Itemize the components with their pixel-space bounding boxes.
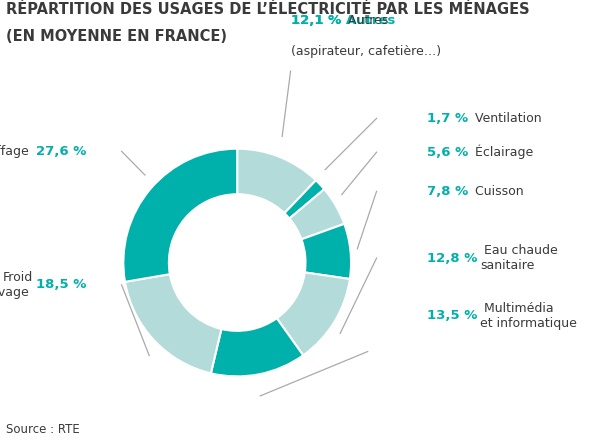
Wedge shape <box>125 274 221 373</box>
Wedge shape <box>123 149 237 282</box>
Text: 13,5 %: 13,5 % <box>427 309 477 323</box>
Text: 18,5 %: 18,5 % <box>36 278 86 291</box>
Text: Cuisson: Cuisson <box>471 185 524 198</box>
Text: Éclairage: Éclairage <box>471 145 534 159</box>
Text: Chauffage: Chauffage <box>0 145 33 158</box>
Text: (EN MOYENNE EN FRANCE): (EN MOYENNE EN FRANCE) <box>6 29 227 44</box>
Text: Multimédia
et informatique: Multimédia et informatique <box>480 302 577 330</box>
Text: Eau chaude
sanitaire: Eau chaude sanitaire <box>480 244 558 272</box>
Wedge shape <box>285 180 324 218</box>
Wedge shape <box>289 189 345 239</box>
Text: Ventilation: Ventilation <box>471 112 541 125</box>
Text: 5,6 %: 5,6 % <box>427 146 468 159</box>
Wedge shape <box>211 318 303 376</box>
Wedge shape <box>237 149 316 213</box>
Text: 12,1 %: 12,1 % <box>291 14 341 27</box>
Wedge shape <box>277 272 350 355</box>
Text: (aspirateur, cafetière…): (aspirateur, cafetière…) <box>291 45 441 58</box>
Text: Froid
et lavage: Froid et lavage <box>0 271 33 299</box>
Text: Autres: Autres <box>344 14 388 27</box>
Text: RÉPARTITION DES USAGES DE L’ÉLECTRICITÉ PAR LES MÉNAGES: RÉPARTITION DES USAGES DE L’ÉLECTRICITÉ … <box>6 2 530 17</box>
Wedge shape <box>301 224 351 279</box>
Text: 1,7 %: 1,7 % <box>427 112 468 125</box>
Text: 12,1 % Autres: 12,1 % Autres <box>291 14 395 27</box>
Text: Source : RTE: Source : RTE <box>6 423 79 436</box>
Text: 27,6 %: 27,6 % <box>36 145 86 158</box>
Text: 12,8 %: 12,8 % <box>427 251 477 265</box>
Text: 7,8 %: 7,8 % <box>427 185 468 198</box>
